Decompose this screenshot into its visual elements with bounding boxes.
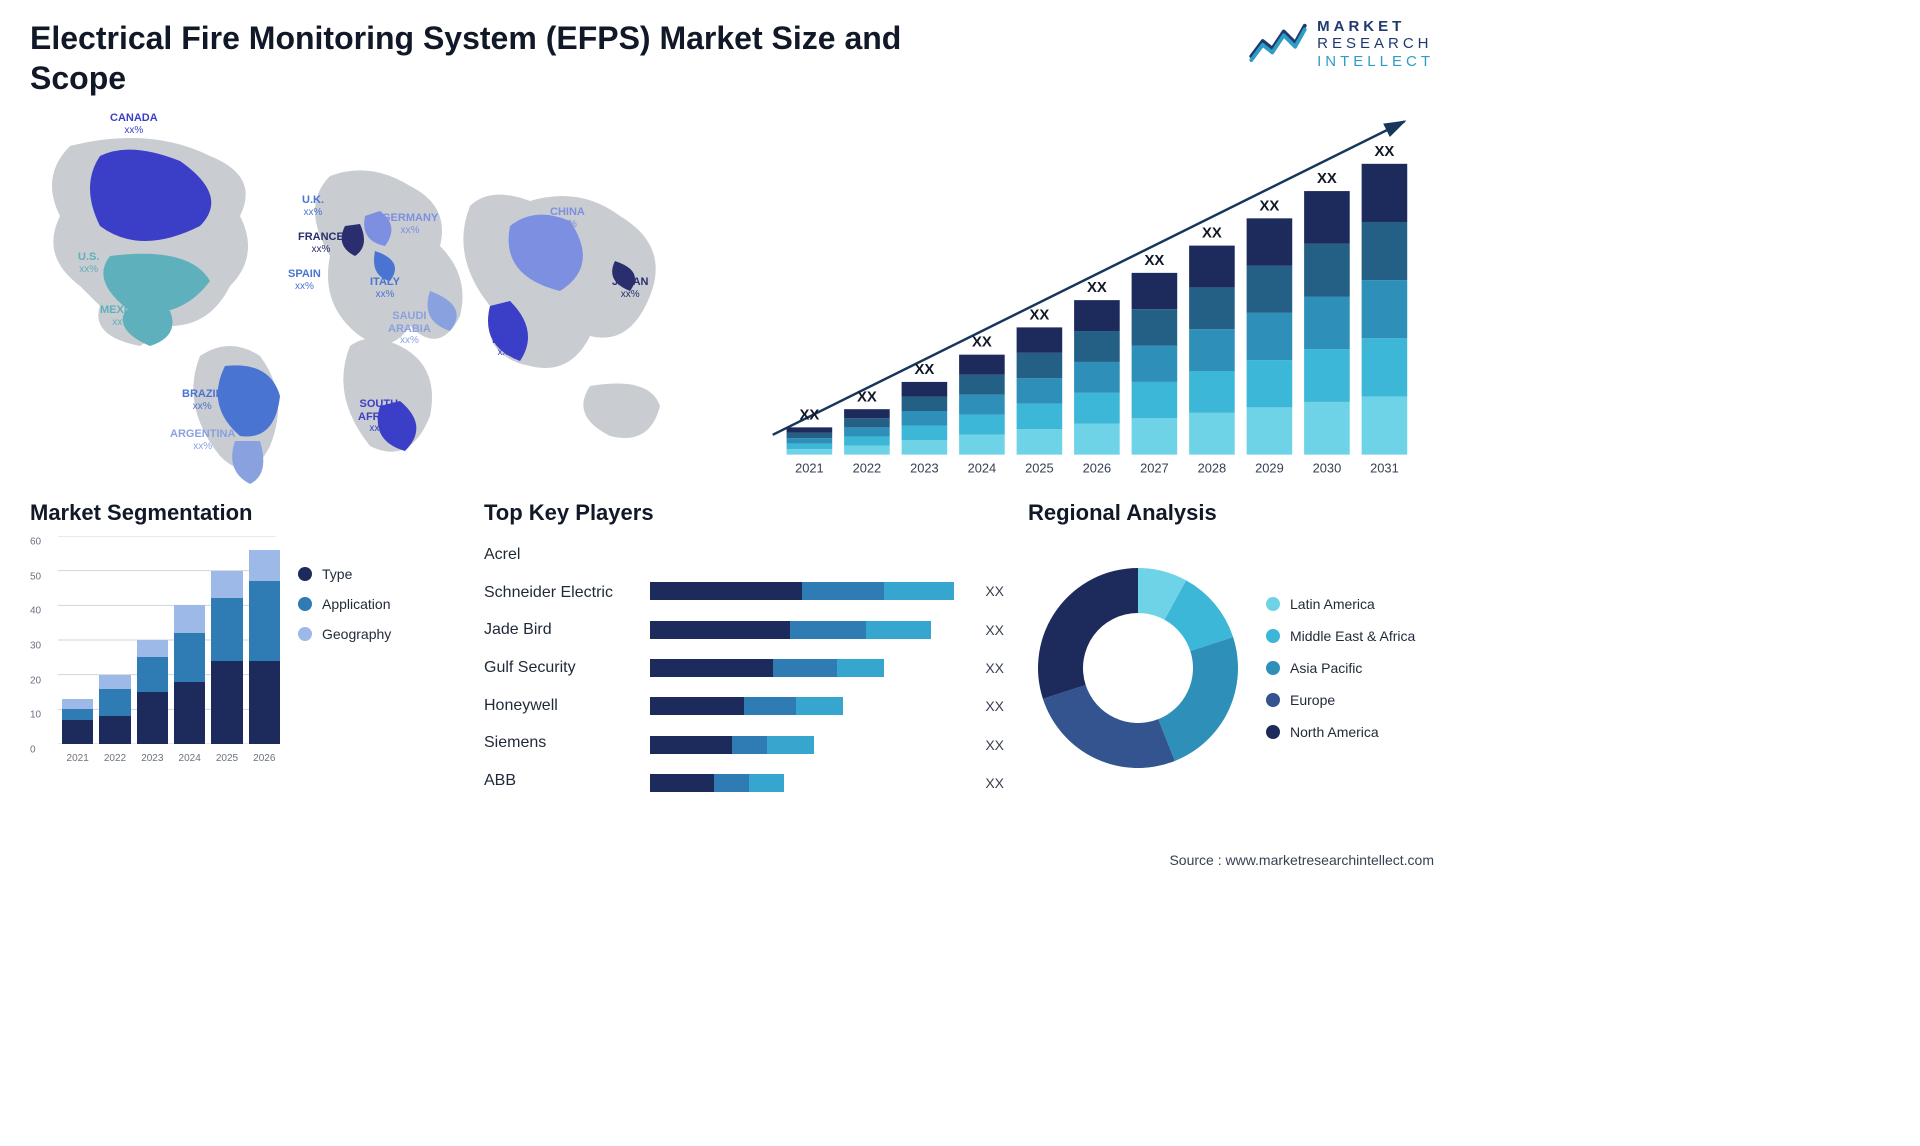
svg-text:XX: XX	[1029, 307, 1049, 323]
key-player-name: Honeywell	[484, 697, 634, 715]
segmentation-bar: 2022	[99, 675, 130, 744]
y-tick-label: 10	[30, 710, 41, 721]
svg-text:2022: 2022	[853, 460, 882, 475]
map-label: SPAINxx%	[288, 268, 321, 292]
x-tick-label: 2022	[104, 753, 126, 764]
svg-text:2024: 2024	[968, 460, 997, 475]
map-label: ARGENTINAxx%	[170, 428, 235, 452]
map-label: SOUTHAFRICAxx%	[358, 398, 400, 435]
svg-text:XX: XX	[799, 407, 819, 423]
svg-text:2021: 2021	[795, 460, 824, 475]
y-tick-label: 20	[30, 675, 41, 686]
y-tick-label: 0	[30, 745, 36, 756]
legend-item: Europe	[1266, 692, 1415, 708]
map-label: ITALYxx%	[370, 276, 400, 300]
svg-text:XX: XX	[857, 389, 877, 405]
source-text: Source : www.marketresearchintellect.com	[1169, 852, 1434, 868]
y-tick-label: 30	[30, 641, 41, 652]
legend-item: Type	[298, 566, 391, 582]
map-label: U.K.xx%	[302, 194, 324, 218]
key-player-bar: XX	[650, 658, 1004, 678]
legend-item: Middle East & Africa	[1266, 628, 1415, 644]
map-label: BRAZILxx%	[182, 388, 222, 412]
svg-text:XX: XX	[1087, 280, 1107, 296]
regional-chart: Latin America Middle East & Africa Asia Pa…	[1028, 536, 1434, 800]
x-tick-label: 2021	[67, 753, 89, 764]
svg-text:XX: XX	[914, 362, 934, 378]
x-tick-label: 2025	[216, 753, 238, 764]
svg-text:XX: XX	[1375, 144, 1395, 160]
map-label: U.S.xx%	[78, 251, 99, 275]
x-tick-label: 2026	[253, 753, 275, 764]
svg-text:XX: XX	[972, 335, 992, 351]
legend-item: Asia Pacific	[1266, 660, 1415, 676]
map-label: SAUDIARABIAxx%	[388, 310, 431, 347]
key-player-name: ABB	[484, 772, 634, 790]
logo-text-3: INTELLECT	[1317, 53, 1434, 70]
legend-item: Latin America	[1266, 596, 1415, 612]
segmentation-bar: 2024	[174, 605, 205, 744]
market-size-chart: XX 2021 XX 2022 XX 2023 XX 2024 XX 2025 XX 2026 XX 20…	[740, 106, 1434, 486]
legend-item: Application	[298, 596, 391, 612]
segmentation-chart: 0102030405060 202120222023202420252026 T…	[30, 536, 460, 800]
map-label: FRANCExx%	[298, 231, 344, 255]
segmentation-bar: 2023	[137, 640, 168, 744]
key-player-name: Schneider Electric	[484, 584, 634, 602]
map-label: JAPANxx%	[612, 276, 648, 300]
svg-text:2031: 2031	[1370, 460, 1399, 475]
key-player-bar: XX	[650, 620, 1004, 640]
x-tick-label: 2023	[141, 753, 163, 764]
svg-text:2027: 2027	[1140, 460, 1169, 475]
svg-text:XX: XX	[1317, 171, 1337, 187]
segmentation-bar: 2026	[249, 550, 280, 744]
svg-text:XX: XX	[1260, 198, 1280, 214]
svg-text:2025: 2025	[1025, 460, 1054, 475]
key-players-title: Top Key Players	[484, 500, 1004, 526]
y-tick-label: 50	[30, 571, 41, 582]
key-player-bar: XX	[650, 581, 1004, 601]
key-player-bar: XX	[650, 735, 1004, 755]
key-player-bar: XX	[650, 773, 1004, 793]
map-label: GERMANYxx%	[382, 212, 438, 236]
legend-item: Geography	[298, 626, 391, 642]
page-title: Electrical Fire Monitoring System (EFPS)…	[30, 18, 930, 98]
logo-mark-icon	[1249, 20, 1307, 67]
map-label: CHINAxx%	[550, 206, 585, 230]
map-label: CANADAxx%	[110, 112, 158, 136]
key-player-bar: XX	[650, 696, 1004, 716]
svg-text:XX: XX	[1145, 253, 1165, 269]
map-label: MEXICOxx%	[100, 304, 143, 328]
segmentation-bar: 2025	[211, 571, 242, 744]
key-player-name: Siemens	[484, 734, 634, 752]
legend-item: North America	[1266, 724, 1415, 740]
segmentation-bar: 2021	[62, 699, 93, 744]
regional-title: Regional Analysis	[1028, 500, 1434, 526]
key-players-chart: Acrel Schneider Electric Jade Bird Gulf Sec…	[484, 536, 1004, 800]
map-label: INDIAxx%	[492, 334, 522, 358]
y-tick-label: 40	[30, 606, 41, 617]
y-tick-label: 60	[30, 537, 41, 548]
key-player-name: Acrel	[484, 546, 634, 564]
svg-text:2023: 2023	[910, 460, 939, 475]
logo-text-2: RESEARCH	[1317, 35, 1434, 52]
svg-text:2030: 2030	[1313, 460, 1342, 475]
brand-logo: MARKET RESEARCH INTELLECT	[1249, 18, 1434, 70]
segmentation-title: Market Segmentation	[30, 500, 460, 526]
svg-text:2029: 2029	[1255, 460, 1284, 475]
svg-text:2026: 2026	[1083, 460, 1112, 475]
key-player-name: Jade Bird	[484, 621, 634, 639]
key-player-name: Gulf Security	[484, 659, 634, 677]
svg-text:XX: XX	[1202, 226, 1222, 242]
key-player-bar	[650, 543, 1004, 563]
svg-text:2028: 2028	[1198, 460, 1227, 475]
x-tick-label: 2024	[179, 753, 201, 764]
logo-text-1: MARKET	[1317, 18, 1434, 35]
world-map-panel: CANADAxx% U.S.xx% MEXICOxx% BRAZILxx% ARGENT…	[30, 106, 720, 486]
